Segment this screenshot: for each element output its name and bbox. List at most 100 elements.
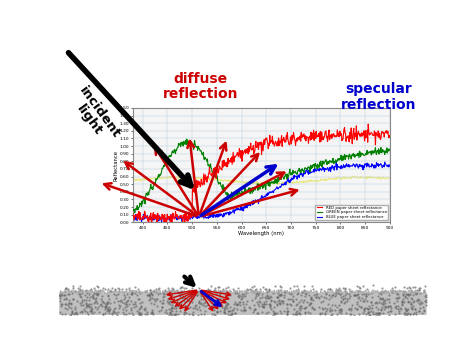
- Point: [219, 304, 226, 310]
- Point: [136, 312, 144, 317]
- Point: [421, 293, 429, 298]
- Point: [99, 311, 107, 317]
- Point: [73, 310, 80, 316]
- Point: [56, 293, 64, 298]
- Point: [346, 293, 354, 298]
- Point: [159, 290, 166, 295]
- Point: [85, 304, 93, 310]
- Point: [394, 306, 402, 312]
- Point: [197, 312, 205, 317]
- Point: [127, 305, 135, 311]
- Point: [102, 303, 109, 308]
- Point: [214, 284, 222, 290]
- Point: [266, 303, 273, 309]
- Point: [346, 307, 353, 312]
- Point: [119, 309, 127, 315]
- Point: [263, 310, 270, 316]
- Point: [78, 297, 86, 303]
- Point: [65, 300, 73, 306]
- Point: [180, 311, 188, 317]
- Point: [360, 291, 368, 297]
- Point: [283, 305, 291, 311]
- Point: [401, 289, 409, 294]
- Point: [289, 298, 297, 303]
- Point: [91, 304, 99, 310]
- Point: [131, 299, 138, 304]
- Point: [127, 307, 135, 313]
- Point: [101, 304, 109, 310]
- Point: [171, 312, 179, 318]
- Point: [340, 301, 347, 306]
- Point: [365, 303, 373, 309]
- Point: [299, 290, 307, 295]
- Point: [367, 308, 374, 314]
- Point: [137, 304, 145, 310]
- Point: [385, 292, 393, 298]
- Point: [306, 310, 314, 316]
- Point: [316, 310, 324, 316]
- Point: [206, 287, 214, 292]
- Point: [106, 296, 113, 302]
- Point: [163, 298, 171, 304]
- Point: [234, 301, 241, 307]
- Point: [192, 287, 200, 293]
- Point: [386, 303, 394, 309]
- Point: [82, 304, 90, 309]
- Point: [277, 292, 284, 298]
- Point: [237, 307, 245, 313]
- Point: [210, 287, 218, 293]
- Point: [247, 287, 255, 292]
- Point: [354, 307, 361, 312]
- Point: [313, 291, 321, 297]
- Point: [94, 291, 101, 296]
- Point: [410, 284, 417, 290]
- Point: [210, 307, 218, 313]
- Point: [260, 302, 268, 307]
- Point: [224, 311, 232, 317]
- Point: [397, 307, 405, 312]
- Point: [90, 300, 98, 306]
- Point: [200, 293, 208, 299]
- Point: [104, 307, 112, 313]
- Point: [391, 311, 399, 316]
- Point: [153, 290, 160, 295]
- Point: [138, 299, 146, 305]
- Point: [125, 285, 133, 291]
- Point: [220, 309, 228, 315]
- Point: [246, 304, 253, 310]
- Point: [164, 291, 172, 297]
- Point: [353, 292, 361, 298]
- Point: [256, 299, 264, 305]
- Point: [378, 289, 386, 294]
- Point: [112, 310, 120, 316]
- Point: [123, 298, 130, 304]
- Point: [266, 304, 273, 309]
- Point: [303, 299, 310, 305]
- Point: [294, 311, 301, 316]
- Point: [274, 290, 282, 296]
- Point: [377, 289, 384, 295]
- Point: [74, 285, 82, 291]
- Point: [299, 299, 306, 304]
- Point: [152, 286, 159, 292]
- Point: [375, 310, 383, 315]
- Point: [283, 301, 290, 307]
- Point: [381, 300, 389, 306]
- Point: [229, 307, 237, 313]
- Point: [58, 302, 65, 307]
- Point: [374, 306, 382, 312]
- Point: [129, 301, 137, 307]
- Point: [189, 290, 196, 296]
- Point: [136, 309, 143, 314]
- Point: [220, 299, 228, 304]
- Point: [168, 285, 175, 290]
- Point: [92, 298, 100, 304]
- Point: [363, 306, 370, 311]
- Point: [319, 298, 327, 304]
- Point: [88, 310, 96, 316]
- Point: [220, 309, 228, 314]
- Point: [388, 285, 396, 290]
- Point: [297, 311, 304, 317]
- Point: [407, 296, 414, 301]
- Point: [221, 310, 229, 316]
